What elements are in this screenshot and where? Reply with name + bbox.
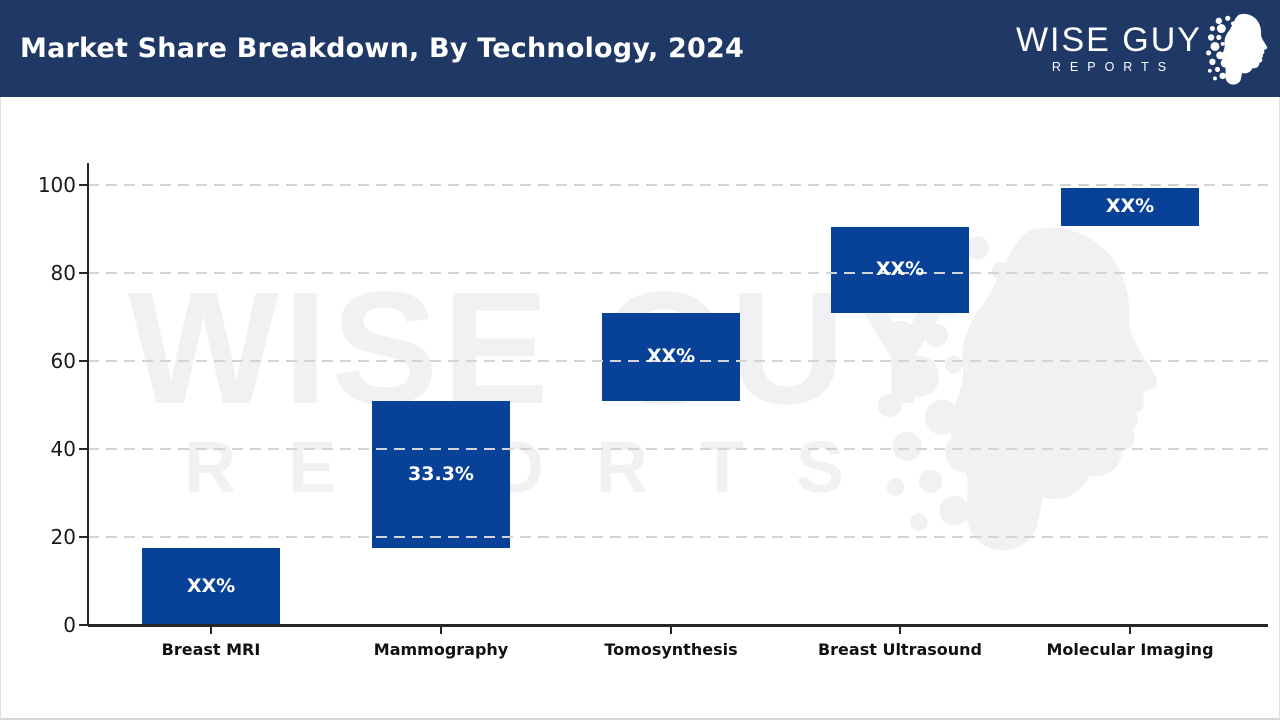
bar-value-label: XX% bbox=[646, 345, 696, 368]
wiseguy-head-logo-icon bbox=[1206, 10, 1270, 88]
bar-molecular-imaging bbox=[1061, 187, 1199, 227]
y-axis-tick-label: 40 bbox=[50, 437, 76, 461]
x-axis-tick bbox=[670, 627, 672, 634]
bar-tomosynthesis bbox=[602, 313, 740, 402]
watermark-text-line2: REPORTS bbox=[184, 428, 897, 508]
x-axis-tick bbox=[899, 627, 901, 634]
bar-value-label: XX% bbox=[875, 258, 925, 281]
gridline bbox=[88, 536, 1268, 538]
y-axis-tick bbox=[79, 624, 88, 626]
x-axis-line bbox=[88, 624, 1268, 627]
bar-breast-mri bbox=[142, 548, 280, 625]
gridline bbox=[88, 448, 1268, 450]
y-axis-tick bbox=[79, 448, 88, 450]
y-axis-tick-label: 100 bbox=[37, 173, 76, 197]
y-axis-tick bbox=[79, 272, 88, 274]
x-axis-tick bbox=[440, 627, 442, 634]
page-edge-left bbox=[0, 97, 1, 720]
gridline bbox=[88, 360, 1268, 362]
logo-brand-subtitle: REPORTS bbox=[1051, 60, 1176, 75]
page-edge-bottom bbox=[0, 718, 1280, 720]
page-title: Market Share Breakdown, By Technology, 2… bbox=[20, 33, 745, 64]
x-axis-label: Mammography bbox=[373, 640, 509, 659]
bar-value-label: 33.3% bbox=[408, 462, 474, 485]
watermark-text-line1: WISE GUY bbox=[128, 258, 961, 437]
x-axis-tick bbox=[210, 627, 212, 634]
y-axis-tick bbox=[79, 360, 88, 362]
wiseguy-logo: WISE GUY REPORTS bbox=[1016, 10, 1270, 88]
y-axis-line bbox=[87, 163, 89, 626]
wiseguy-logo-text: WISE GUY REPORTS bbox=[1016, 23, 1202, 74]
x-axis-tick bbox=[1129, 627, 1131, 634]
y-axis-tick bbox=[79, 536, 88, 538]
x-axis-label: Molecular Imaging bbox=[1046, 640, 1214, 659]
gridline bbox=[88, 272, 1268, 274]
y-axis-tick-label: 20 bbox=[50, 525, 76, 549]
gridline bbox=[88, 184, 1268, 186]
logo-brand-name: WISE GUY bbox=[1015, 21, 1202, 60]
header-banner: Market Share Breakdown, By Technology, 2… bbox=[0, 0, 1280, 97]
bar-mammography bbox=[372, 401, 510, 548]
y-axis-tick-label: 80 bbox=[50, 261, 76, 285]
x-axis-label: Tomosynthesis bbox=[604, 640, 738, 659]
y-axis-tick-label: 0 bbox=[63, 613, 76, 637]
y-axis-tick bbox=[79, 184, 88, 186]
x-axis-label: Breast Ultrasound bbox=[817, 640, 983, 659]
bar-breast-ultrasound bbox=[831, 226, 969, 314]
bar-value-label: XX% bbox=[1105, 195, 1155, 217]
bar-value-label: XX% bbox=[186, 574, 236, 597]
y-axis-tick-label: 60 bbox=[50, 349, 76, 373]
x-axis-label: Breast MRI bbox=[161, 640, 261, 659]
